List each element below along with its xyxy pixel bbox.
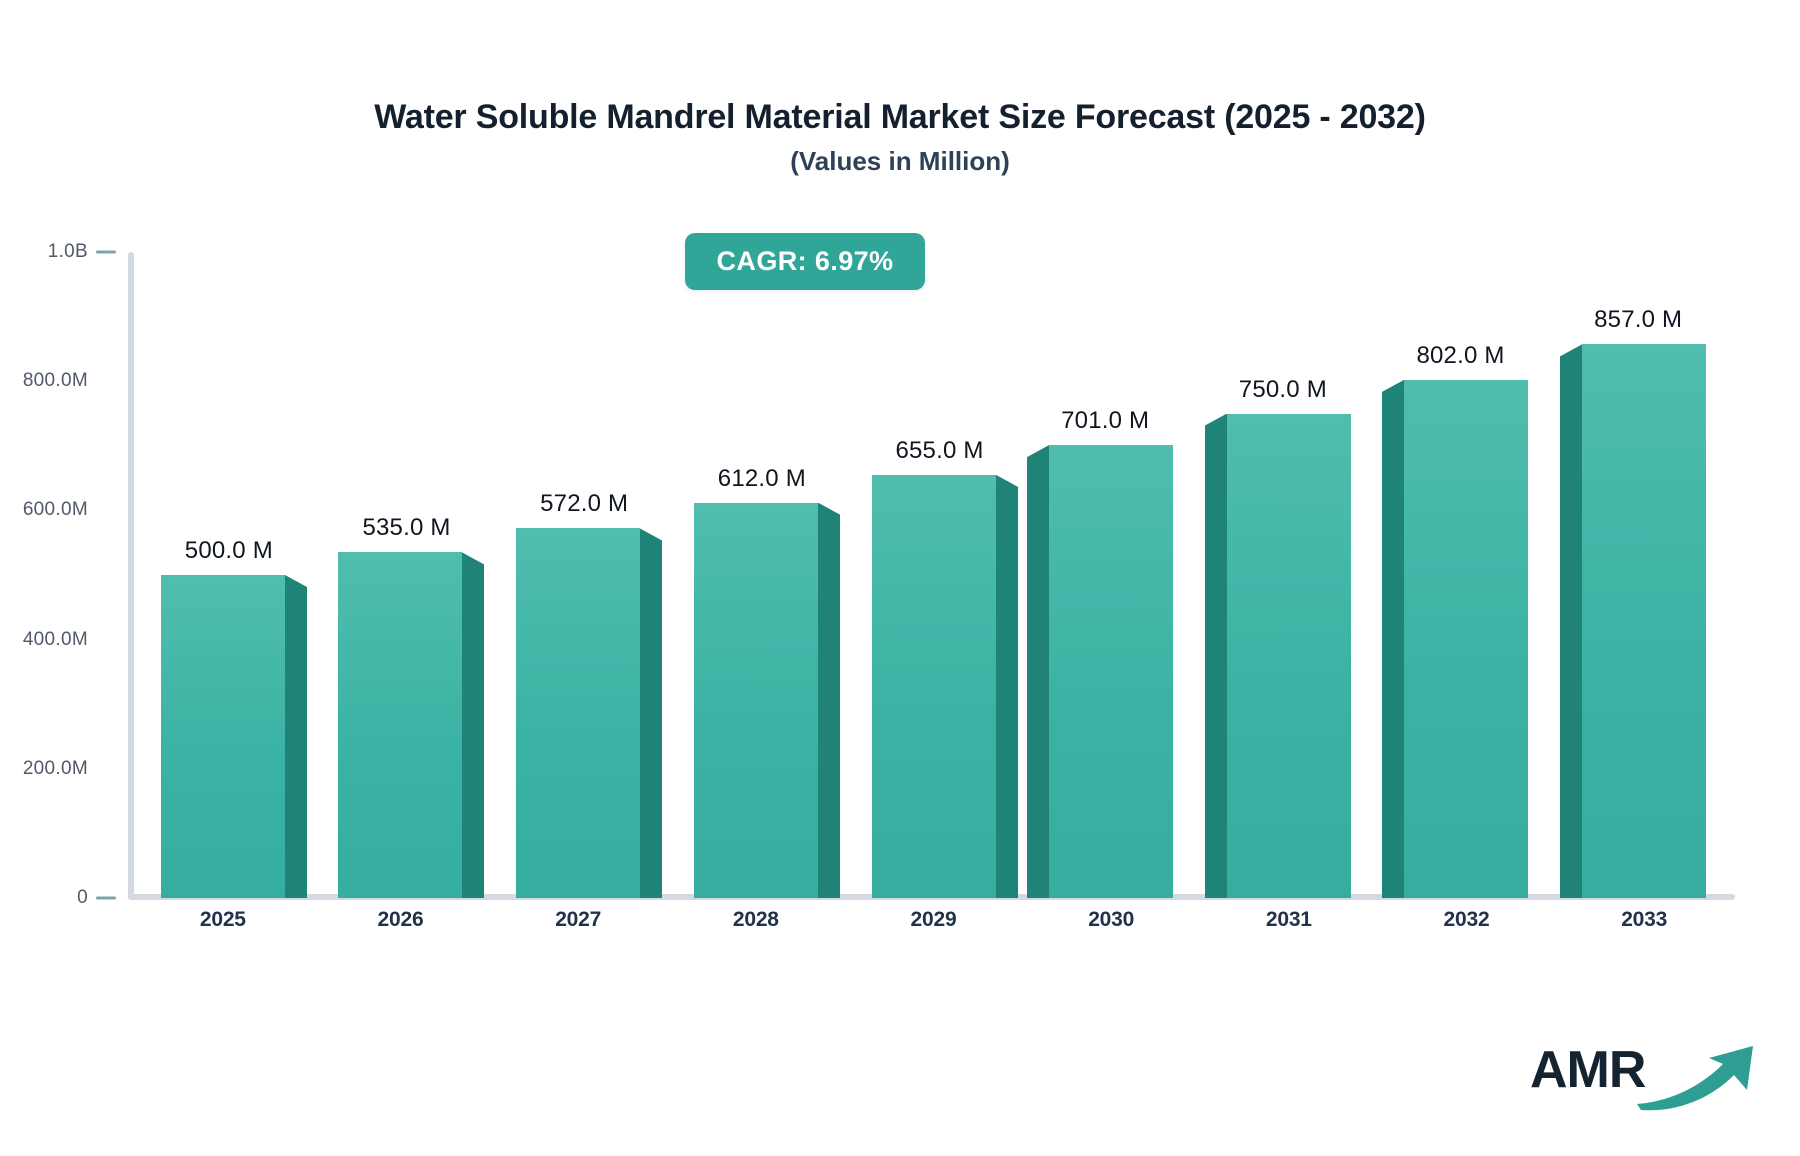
page-title: Water Soluble Mandrel Material Market Si… [374, 98, 1426, 136]
bar-front-face [161, 575, 285, 898]
bar-front-face [1049, 445, 1173, 898]
y-axis-line [128, 252, 134, 899]
bar-side-face [996, 474, 1018, 898]
bar-value-label: 857.0 M [1594, 306, 1683, 334]
bar-side-face [640, 528, 662, 898]
bar-front-face [516, 528, 640, 898]
bar-side-face [1027, 445, 1049, 898]
bar-side-face [1560, 344, 1582, 898]
bar-side-face [818, 502, 840, 898]
y-tick-label: 0 [77, 887, 88, 908]
y-tick-label: 1.0B [47, 241, 88, 262]
x-tick-label: 2026 [377, 908, 424, 931]
x-tick-label: 2032 [1443, 908, 1490, 931]
x-tick-label: 2029 [910, 908, 957, 931]
x-axis-line [128, 894, 1735, 900]
bar-value-label: 535.0 M [362, 514, 451, 542]
bar-side-face [285, 575, 307, 898]
bar-front-face [694, 502, 818, 898]
bar-value-label: 802.0 M [1416, 341, 1505, 369]
bar-value-label: 500.0 M [184, 537, 273, 564]
bar-front-face [1227, 413, 1351, 898]
x-tick-label: 2030 [1088, 908, 1135, 931]
bar-value-label: 655.0 M [895, 436, 984, 464]
bar-value-label: 572.0 M [540, 490, 629, 518]
x-tick-label: 2027 [555, 908, 602, 931]
y-tick-dash [96, 896, 116, 900]
bar-side-face [1205, 413, 1227, 898]
y-tick-label: 200.0M [22, 757, 88, 779]
growth-arrow-icon [1635, 1042, 1770, 1119]
x-tick-label: 2025 [199, 908, 246, 931]
page-subtitle: (Values in Million) [790, 146, 1010, 176]
y-tick-label: 600.0M [22, 499, 88, 521]
bar-front-face [338, 552, 462, 898]
bar-value-label: 750.0 M [1238, 375, 1327, 403]
y-tick-label: 400.0M [22, 628, 88, 650]
bar-value-label: 612.0 M [717, 464, 806, 492]
x-tick-label: 2033 [1621, 908, 1668, 931]
bar-front-face [1404, 379, 1528, 898]
bar-side-face [1382, 379, 1404, 898]
amr-logo: AMR [1530, 1038, 1770, 1118]
bar-front-face [1582, 344, 1706, 898]
bar-value-label: 701.0 M [1061, 407, 1150, 435]
y-tick-label: 800.0M [22, 370, 88, 392]
x-tick-label: 2028 [732, 908, 779, 931]
bar-side-face [462, 552, 484, 898]
logo-wordmark: AMR [1530, 1041, 1646, 1099]
y-tick-dash [96, 250, 116, 254]
x-tick-label: 2031 [1265, 908, 1312, 931]
bar-front-face [872, 474, 996, 898]
cagr-badge: CAGR: 6.97% [685, 233, 925, 290]
